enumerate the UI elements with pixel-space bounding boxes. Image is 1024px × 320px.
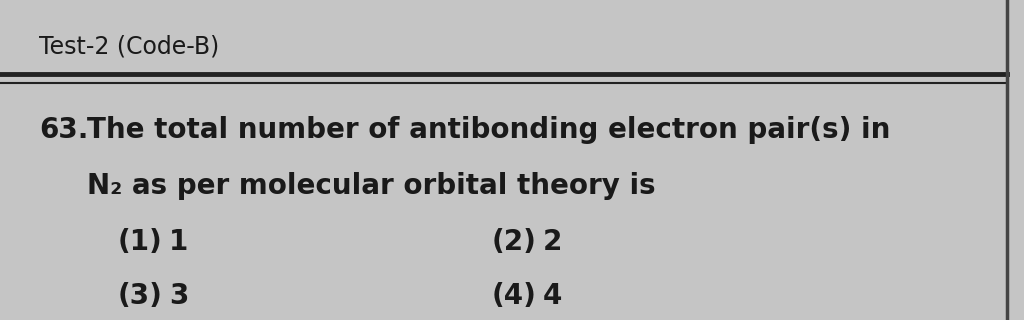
Text: (4): (4): [492, 282, 537, 310]
Text: 1: 1: [169, 228, 188, 256]
Text: 2: 2: [543, 228, 562, 256]
Text: The total number of antibonding electron pair(s) in: The total number of antibonding electron…: [87, 116, 891, 144]
Text: 63.: 63.: [39, 116, 88, 144]
Text: 3: 3: [169, 282, 188, 310]
Text: (2): (2): [492, 228, 537, 256]
Text: (3): (3): [118, 282, 163, 310]
Text: 4: 4: [543, 282, 562, 310]
Text: Test-2 (Code-B): Test-2 (Code-B): [39, 34, 219, 58]
Text: N₂ as per molecular orbital theory is: N₂ as per molecular orbital theory is: [87, 172, 655, 200]
Text: (1): (1): [118, 228, 163, 256]
